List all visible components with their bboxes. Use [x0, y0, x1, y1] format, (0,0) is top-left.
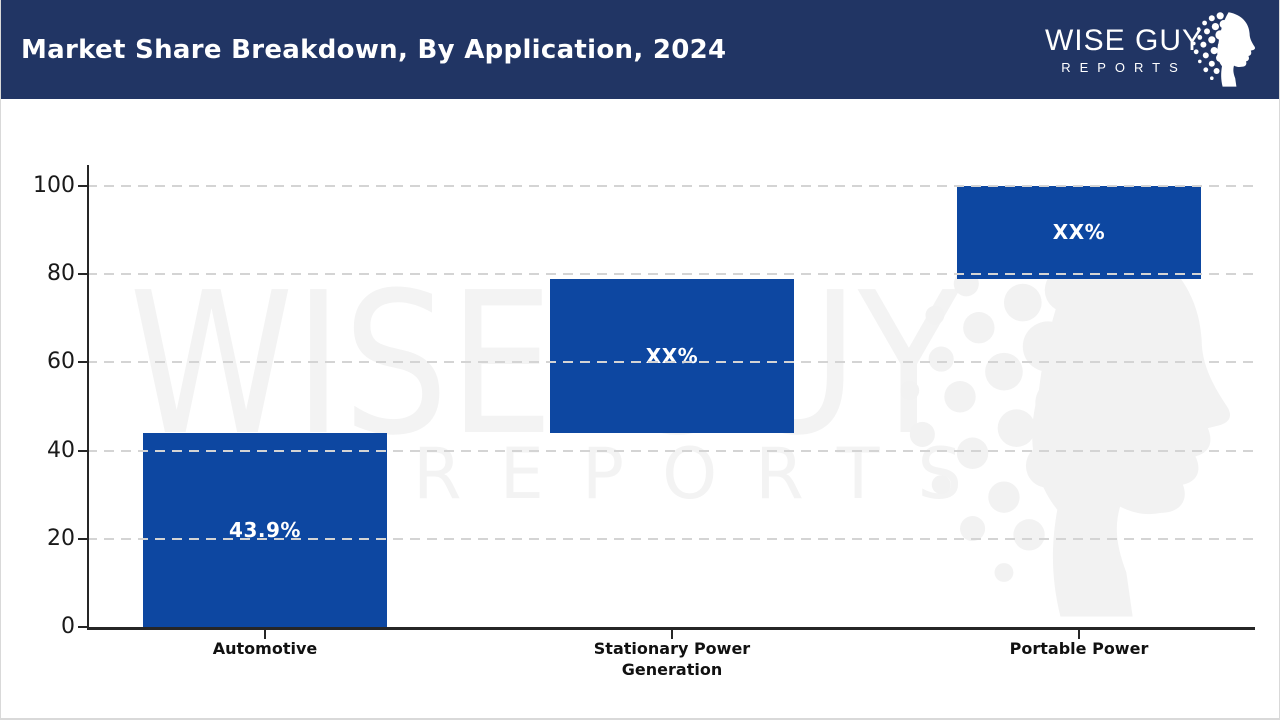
y-axis-line	[87, 165, 89, 627]
gridline-80	[87, 273, 1255, 276]
gridline-100	[87, 185, 1255, 187]
bar-stationary-power-generation: XX%	[550, 278, 794, 434]
chart-region: WISE GUY REPORTS 0 20 40 60 80 100 43.9% Autom…	[1, 99, 1279, 718]
x-axis-line	[87, 627, 1255, 630]
x-tick-mark	[1078, 630, 1080, 639]
y-tick-mark	[78, 361, 87, 364]
y-tick-label: 60	[47, 349, 75, 375]
x-tick-mark	[671, 630, 673, 639]
y-tick-label: 80	[47, 261, 75, 287]
y-tick-mark	[78, 537, 87, 540]
bar-value-label: XX%	[1052, 220, 1106, 245]
gridline-40	[87, 449, 1255, 452]
header-bar: Market Share Breakdown, By Application, …	[1, 0, 1279, 99]
brand-logo-text: WISE GUY REPORTS	[1044, 23, 1203, 75]
logo-subtitle: REPORTS	[1061, 59, 1187, 75]
brand-logo: WISE GUY REPORTS	[1045, 10, 1261, 90]
bar-value-label: XX%	[645, 344, 699, 368]
logo-wordmark: WISE GUY	[1044, 23, 1203, 57]
y-tick-mark	[78, 185, 87, 187]
gridline-60	[87, 361, 1255, 364]
y-tick-label: 40	[47, 437, 75, 463]
page-title: Market Share Breakdown, By Application, …	[21, 34, 727, 65]
x-category-label: Stationary Power Generation	[593, 639, 751, 679]
x-tick-mark	[264, 630, 266, 639]
gridline-20	[87, 537, 1255, 540]
x-category-label: Automotive	[212, 639, 318, 658]
bar-automotive: 43.9%	[143, 433, 387, 627]
y-tick-mark	[78, 626, 87, 628]
plot-area: 43.9% Automotive XX% Stationary Power Gener…	[87, 185, 1255, 679]
x-category-label: Portable Power	[1009, 639, 1149, 658]
y-axis: 0 20 40 60 80 100	[1, 173, 87, 639]
y-tick-label: 20	[47, 525, 75, 551]
y-tick-label: 0	[61, 614, 75, 639]
bar-portable-power: XX%	[957, 186, 1201, 279]
y-tick-mark	[78, 273, 87, 276]
logo-head-icon	[1189, 10, 1261, 90]
y-tick-mark	[78, 449, 87, 452]
y-tick-label: 100	[33, 173, 75, 198]
